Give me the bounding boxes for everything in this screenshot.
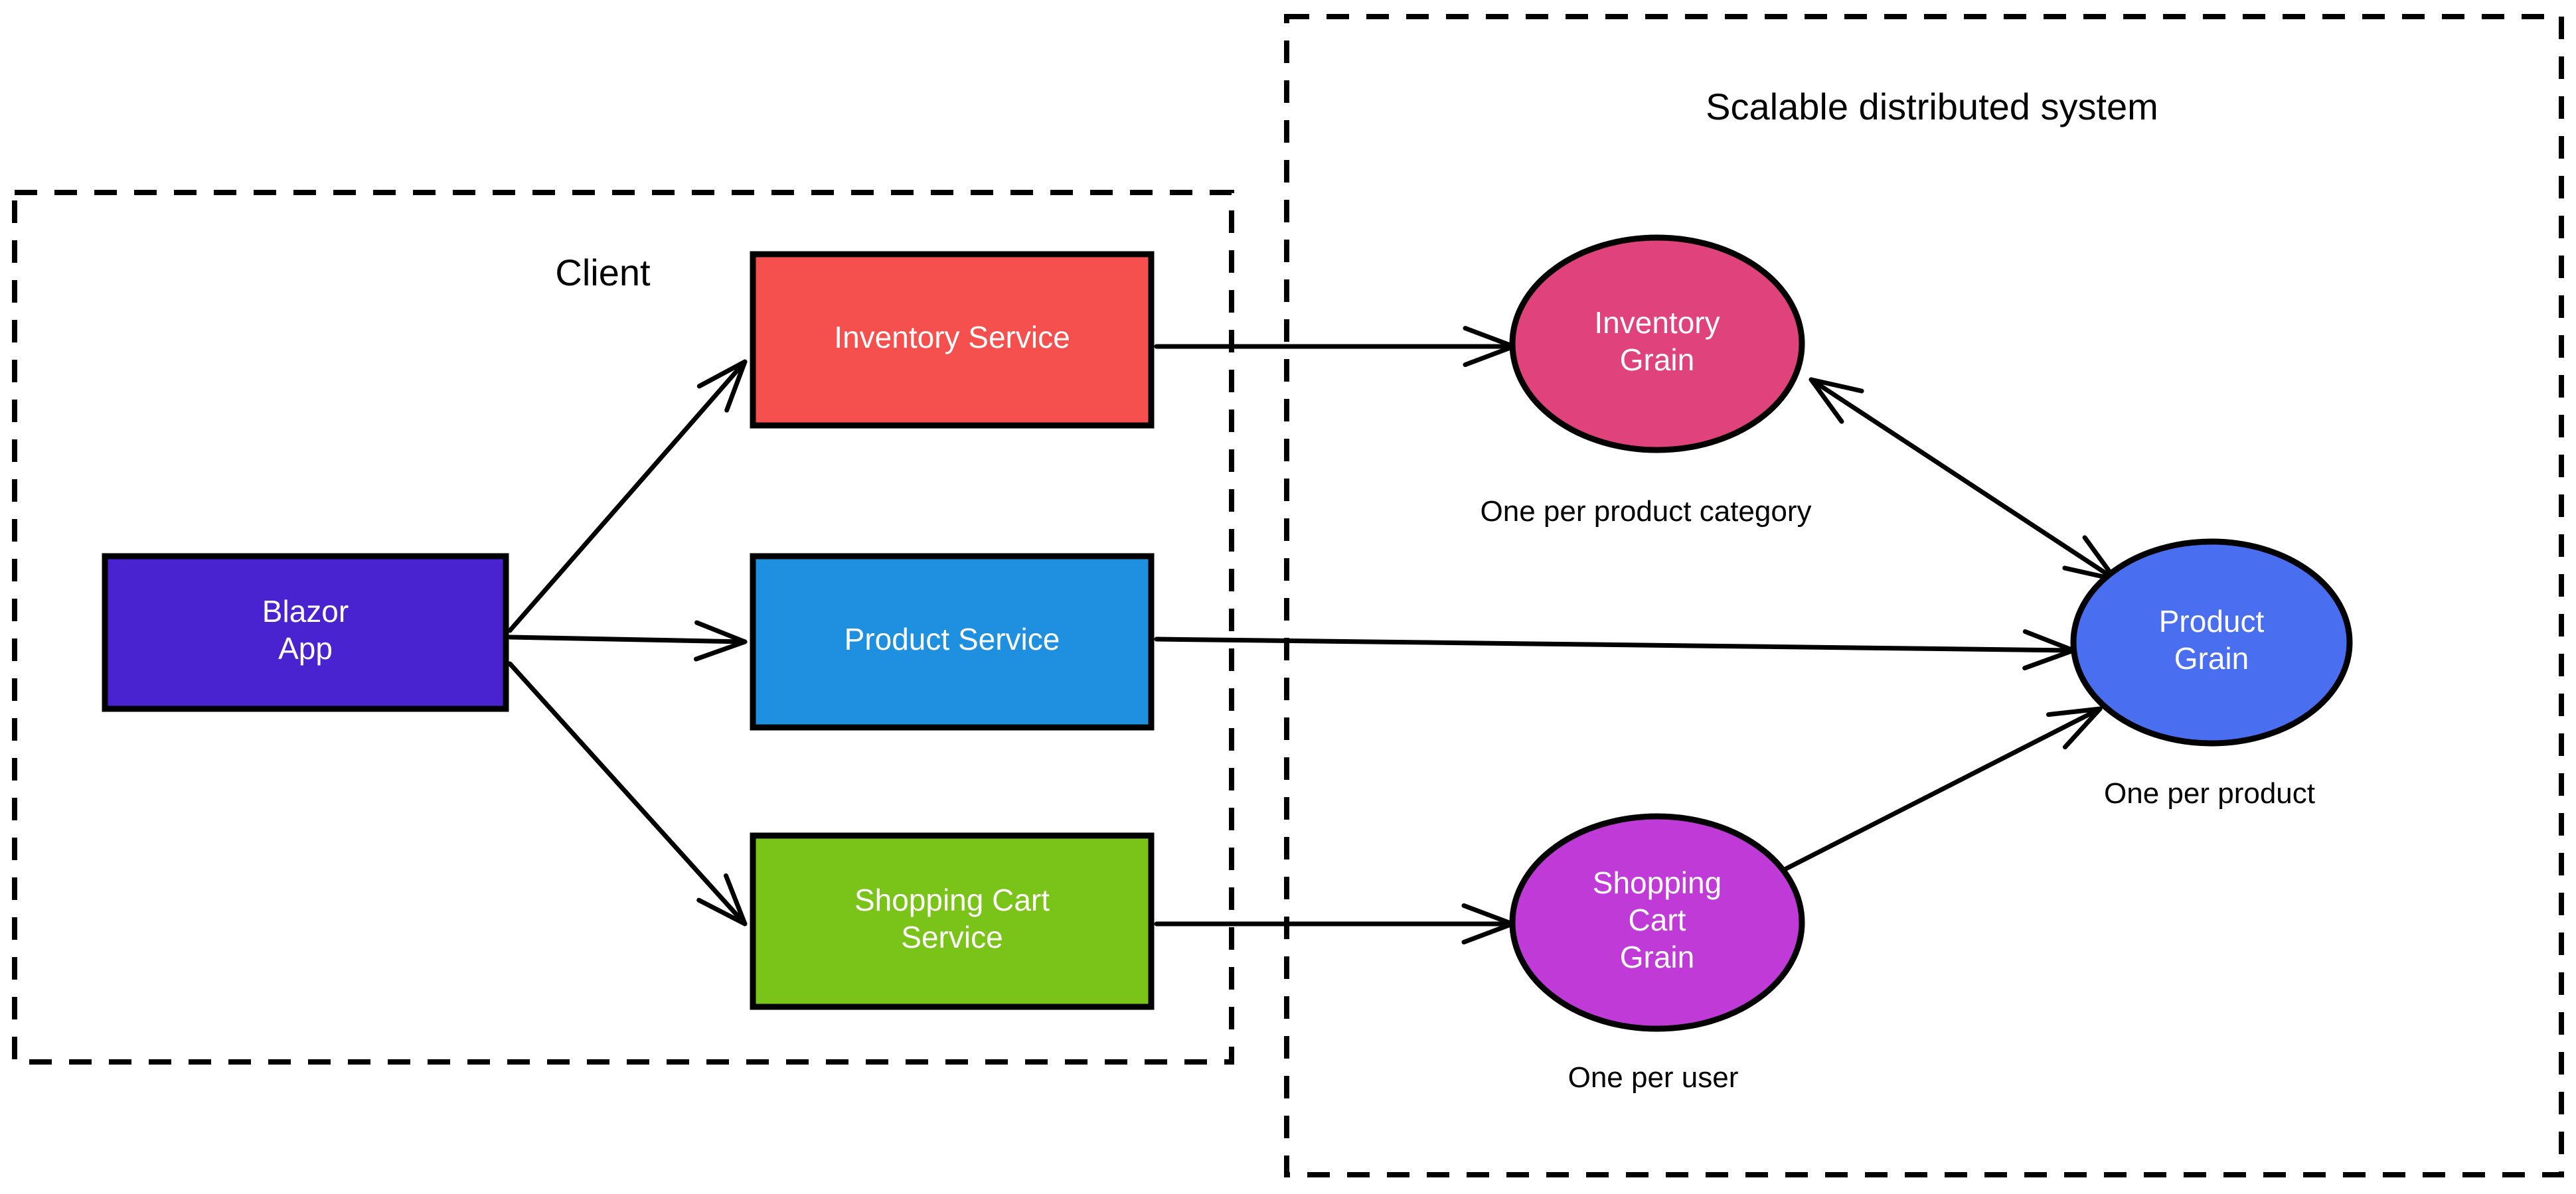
product-service-label: Product Service — [845, 622, 1060, 656]
edge-line — [1154, 636, 2076, 653]
inventory-grain-circle[interactable] — [1509, 234, 1805, 453]
group-client-title: Client — [555, 252, 651, 293]
shopping-cart-service-label-line1: Shopping Cart — [854, 883, 1050, 917]
product-grain-label-line2: Grain — [2174, 641, 2249, 676]
group-distributed-system: Scalable distributed system — [1284, 14, 2564, 1177]
edge-line — [1809, 377, 2118, 582]
arrow-head-icon — [696, 873, 748, 927]
node-inventory-grain[interactable]: Inventory Grain — [1509, 234, 1805, 453]
node-product-service[interactable]: Product Service — [750, 553, 1155, 731]
shopping-cart-grain-label-line2: Cart — [1629, 903, 1686, 937]
group-client-frame — [12, 190, 1234, 1065]
inventory-grain-label-line1: Inventory — [1594, 305, 1720, 340]
inventory-service-label: Inventory Service — [834, 320, 1070, 354]
edge-inventory-grain-product-grain — [1809, 377, 2118, 582]
inventory-grain-caption: One per product category — [1481, 495, 1812, 528]
blazor-app-label-line1: Blazor — [262, 594, 349, 629]
shopping-cart-service-label-line2: Service — [901, 920, 1003, 954]
product-grain-circle[interactable] — [2070, 538, 2353, 747]
inventory-service-box[interactable] — [750, 251, 1155, 429]
arrow-head-icon — [1809, 377, 1864, 424]
blazor-app-box[interactable] — [102, 553, 509, 712]
edge-product-service-to-product-grain — [1154, 629, 2076, 671]
edge-blazor-to-inventory-service — [507, 359, 748, 633]
edge-line — [507, 634, 748, 644]
node-blazor-app[interactable]: Blazor App — [102, 553, 509, 712]
edge-shopping-cart-service-to-shopping-cart-grain — [1154, 903, 1515, 944]
blazor-app-label-line2: App — [278, 631, 333, 666]
edge-line — [507, 661, 748, 927]
node-inventory-service[interactable]: Inventory Service — [750, 251, 1155, 429]
shopping-cart-service-box[interactable] — [750, 832, 1155, 1010]
node-shopping-cart-grain[interactable]: Shopping Cart Grain — [1509, 813, 1805, 1032]
node-product-grain[interactable]: Product Grain — [2070, 538, 2353, 747]
group-client: Client — [12, 190, 1234, 1065]
edge-inventory-service-to-inventory-grain — [1154, 326, 1516, 367]
inventory-grain-label-line2: Grain — [1620, 342, 1694, 377]
node-shopping-cart-service[interactable]: Shopping Cart Service — [750, 832, 1155, 1010]
edge-blazor-to-shopping-cart-service — [507, 661, 748, 927]
shopping-cart-grain-label-line3: Grain — [1620, 940, 1694, 974]
arrow-head-icon — [2046, 706, 2103, 750]
arrow-head-icon — [693, 620, 748, 662]
shopping-cart-grain-caption: One per user — [1568, 1061, 1739, 1094]
edge-line — [507, 359, 748, 633]
product-service-box[interactable] — [750, 553, 1155, 731]
product-grain-caption: One per product — [2104, 777, 2315, 810]
group-distributed-title: Scalable distributed system — [1706, 86, 2158, 127]
edge-line — [1782, 706, 2103, 872]
shopping-cart-grain-label-line1: Shopping — [1593, 865, 1722, 900]
shopping-cart-grain-circle[interactable] — [1509, 813, 1805, 1032]
arrow-head-icon — [696, 359, 748, 413]
edge-blazor-to-product-service — [507, 620, 748, 662]
product-grain-label-line1: Product — [2159, 604, 2265, 638]
group-distributed-frame — [1284, 14, 2564, 1177]
edge-shopping-cart-grain-to-product-grain — [1782, 706, 2103, 872]
